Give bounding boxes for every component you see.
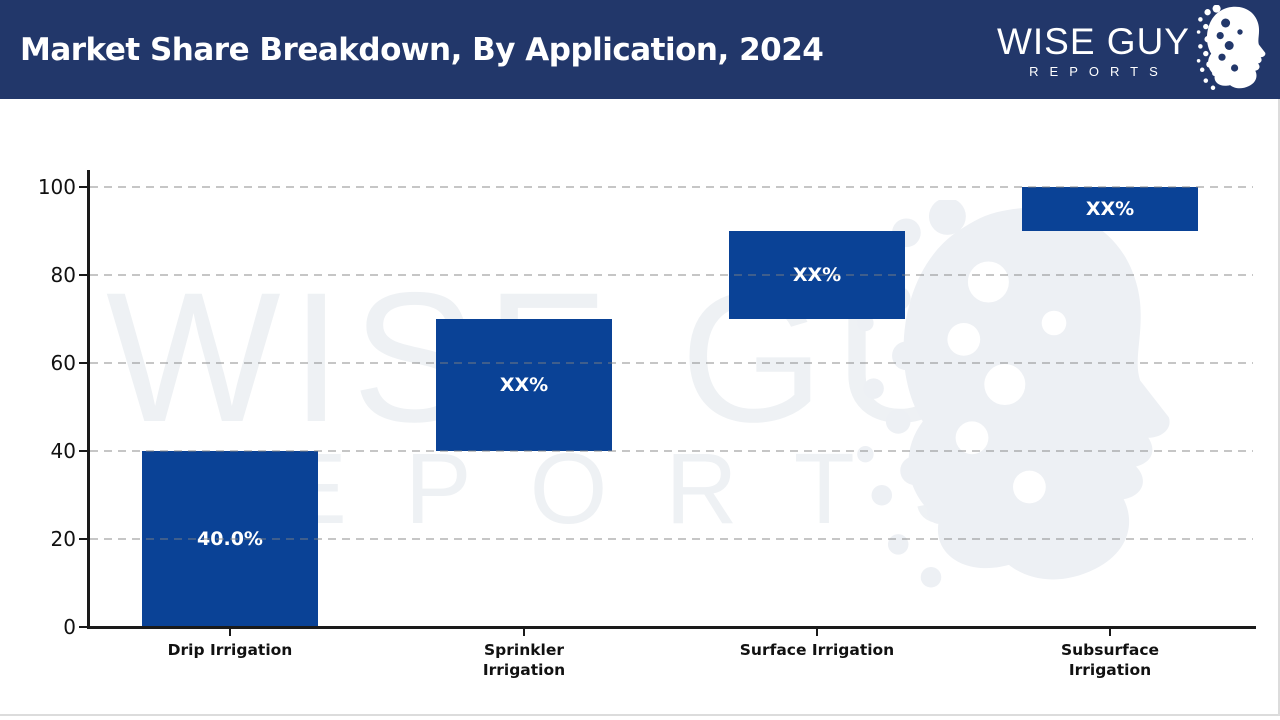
x-tick-mark [523,629,525,636]
wise-guy-face-icon [1196,5,1266,91]
x-label-line: Irrigation [482,661,566,679]
y-tick-label: 0 [63,615,76,639]
logo-subtext: REPORTS [1029,63,1169,79]
gridline-20 [90,538,1253,540]
gridline-100 [90,186,1253,188]
y-tick-mark [79,362,88,364]
bar-sprinkler-irrigation: XX% [436,319,612,451]
content-frame [0,99,1280,716]
x-axis-label-surface: Surface Irrigation [697,640,937,660]
y-tick-mark [79,626,88,628]
watermark-face-icon [857,200,1170,588]
x-axis-label-drip: Drip Irrigation [110,640,350,660]
header-bar: Market Share Breakdown, By Application, … [0,0,1280,99]
gridline-80 [90,274,1253,276]
y-tick-label: 80 [50,263,76,287]
y-tick-label: 20 [50,527,76,551]
bar-drip-irrigation: 40.0% [142,451,318,627]
gridline-60 [90,362,1253,364]
bar-value-label: 40.0% [197,528,263,550]
x-label-line: Subsurface [1060,641,1160,659]
x-tick-mark [229,629,231,636]
x-label-line: Irrigation [1068,661,1152,679]
x-axis [87,626,1256,629]
y-tick-mark [79,186,88,188]
bar-value-label: XX% [792,264,842,286]
logo-wordmark: WISE GUY [996,20,1190,62]
y-axis [87,170,90,628]
x-label-line: Drip Irrigation [167,641,293,659]
y-tick-mark [79,274,88,276]
logo-text: WISE GUY REPORTS [996,20,1190,79]
x-tick-mark [1109,629,1111,636]
x-tick-mark [816,629,818,636]
bar-value-label: XX% [499,374,549,396]
gridline-40 [90,450,1253,452]
page-title: Market Share Breakdown, By Application, … [20,31,824,68]
x-axis-label-subsurface: Subsurface Irrigation [990,640,1230,680]
x-axis-label-sprinkler: Sprinkler Irrigation [404,640,644,680]
y-tick-label: 100 [37,175,76,199]
x-label-line: Sprinkler [483,641,565,659]
x-label-line: Surface Irrigation [739,641,895,659]
y-tick-mark [79,538,88,540]
y-tick-label: 60 [50,351,76,375]
bar-value-label: XX% [1085,198,1135,220]
y-tick-mark [79,450,88,452]
y-tick-label: 40 [50,439,76,463]
bar-surface-irrigation: XX% [729,231,905,319]
wise-guy-logo: WISE GUY REPORTS [997,4,1268,96]
bar-subsurface-irrigation: XX% [1022,187,1198,231]
